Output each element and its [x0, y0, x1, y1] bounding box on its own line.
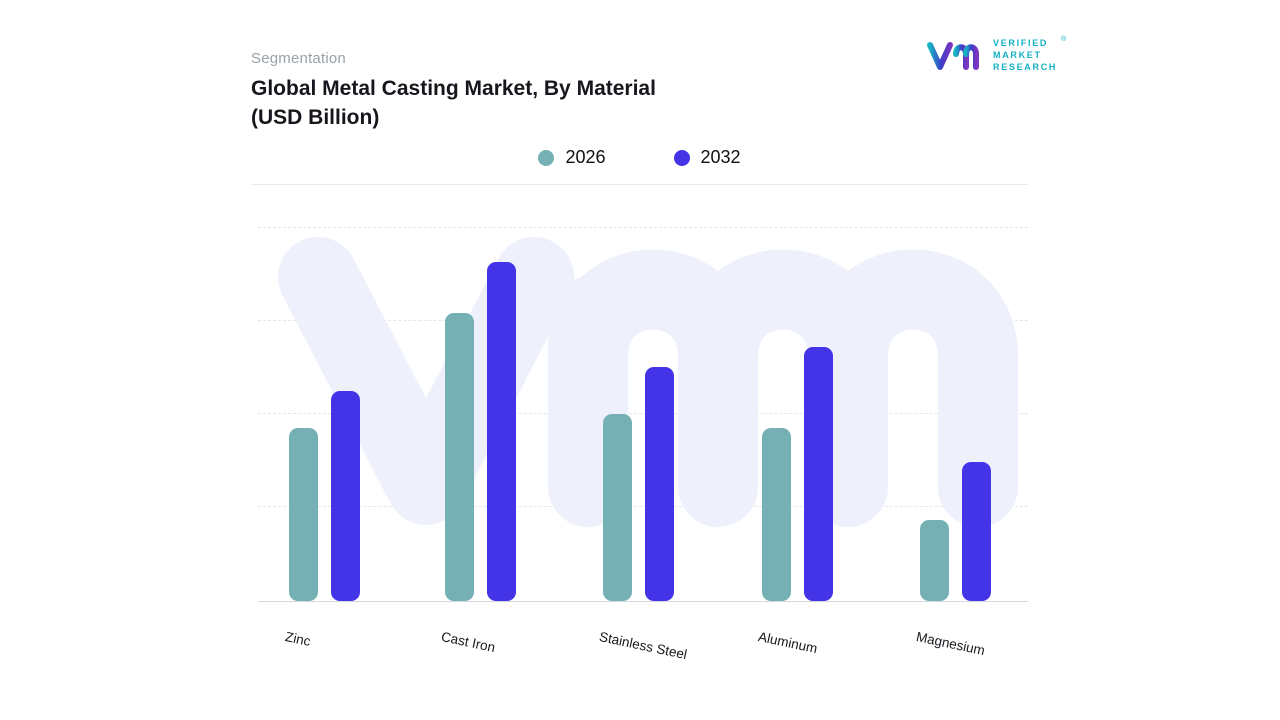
legend-dot-2032: [673, 149, 690, 166]
chart-title-line2: (USD Billion): [251, 106, 380, 129]
logo-line-market: MARKET: [993, 49, 1042, 60]
bar-2026-stainless-steel: [603, 414, 632, 601]
bar-chart: Zinc Cast Iron Stainless Steel Aluminum Magn…: [258, 225, 1028, 662]
gridline-4: [258, 227, 1028, 228]
x-axis-label-magnesium: Magnesium: [914, 629, 987, 659]
bar-2026-cast-iron: [445, 313, 474, 601]
bar-2026-zinc: [289, 428, 318, 601]
header-divider: [251, 184, 1028, 185]
bar-2032-aluminum: [804, 347, 833, 601]
vmr-logo-mark-icon: [927, 42, 979, 70]
bar-2032-cast-iron: [487, 262, 516, 601]
legend-dot-2026: [538, 149, 555, 166]
x-axis-label-cast-iron: Cast Iron: [439, 629, 497, 656]
x-axis-line: [258, 601, 1028, 602]
chart-title: Global Metal Casting Market, By Material…: [251, 74, 656, 132]
chart-title-line1: Global Metal Casting Market, By Material: [251, 77, 656, 100]
logo-line-verified: VERIFIED: [993, 37, 1049, 48]
x-axis-label-stainless-steel: Stainless Steel: [597, 629, 689, 663]
chart-legend: 2026 2032: [251, 147, 1028, 168]
section-label: Segmentation: [251, 50, 346, 67]
registered-mark: ®: [1060, 35, 1067, 43]
bar-2026-aluminum: [762, 428, 791, 601]
legend-item-2032: 2032: [673, 147, 741, 168]
x-axis-label-aluminum: Aluminum: [756, 629, 819, 657]
gridline-2: [258, 413, 1028, 414]
legend-label-2026: 2026: [565, 147, 606, 167]
x-axis-label-zinc: Zinc: [283, 629, 312, 649]
bar-2032-zinc: [331, 391, 360, 601]
vmr-logo-wordmark: ® VERIFIED MARKET RESEARCH: [993, 36, 1066, 73]
gridline-1: [258, 506, 1028, 507]
vmr-logo: ® VERIFIED MARKET RESEARCH: [926, 36, 1066, 74]
legend-label-2032: 2032: [700, 147, 741, 167]
gridline-3: [258, 320, 1028, 321]
bar-2032-magnesium: [962, 462, 991, 601]
bar-2026-magnesium: [920, 520, 949, 601]
bar-2032-stainless-steel: [645, 367, 674, 601]
legend-item-2026: 2026: [538, 147, 606, 168]
logo-line-research: RESEARCH: [993, 61, 1058, 72]
